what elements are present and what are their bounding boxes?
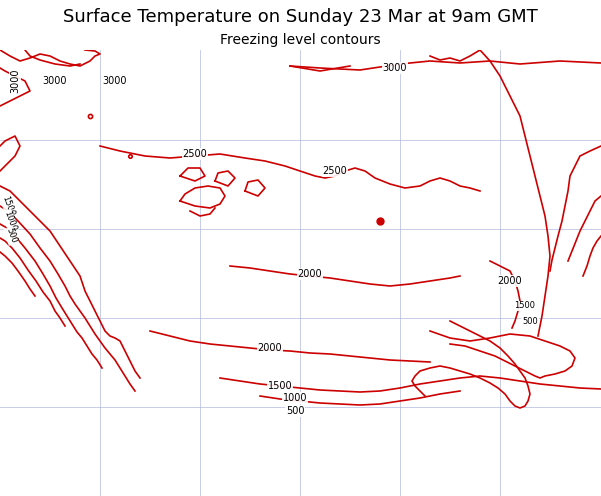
- Text: 3000: 3000: [103, 76, 127, 86]
- Text: 500: 500: [4, 227, 18, 245]
- Text: 1500: 1500: [514, 302, 535, 310]
- Text: 1000: 1000: [2, 210, 18, 233]
- Text: 1000: 1000: [282, 393, 307, 403]
- Text: 1500: 1500: [0, 194, 16, 217]
- Text: 2500: 2500: [323, 166, 347, 176]
- Text: 2000: 2000: [258, 343, 282, 353]
- Text: Surface Temperature on Sunday 23 Mar at 9am GMT: Surface Temperature on Sunday 23 Mar at …: [63, 8, 538, 26]
- Text: 3000: 3000: [43, 76, 67, 86]
- Text: 3000: 3000: [383, 63, 407, 73]
- Text: 2000: 2000: [498, 276, 522, 286]
- Text: 3000: 3000: [10, 69, 20, 93]
- Text: 2000: 2000: [297, 269, 322, 279]
- Text: 1500: 1500: [267, 381, 292, 391]
- Text: 500: 500: [522, 316, 538, 325]
- Text: 2500: 2500: [183, 149, 207, 159]
- Text: Freezing level contours: Freezing level contours: [220, 33, 381, 47]
- Text: 500: 500: [285, 406, 304, 416]
